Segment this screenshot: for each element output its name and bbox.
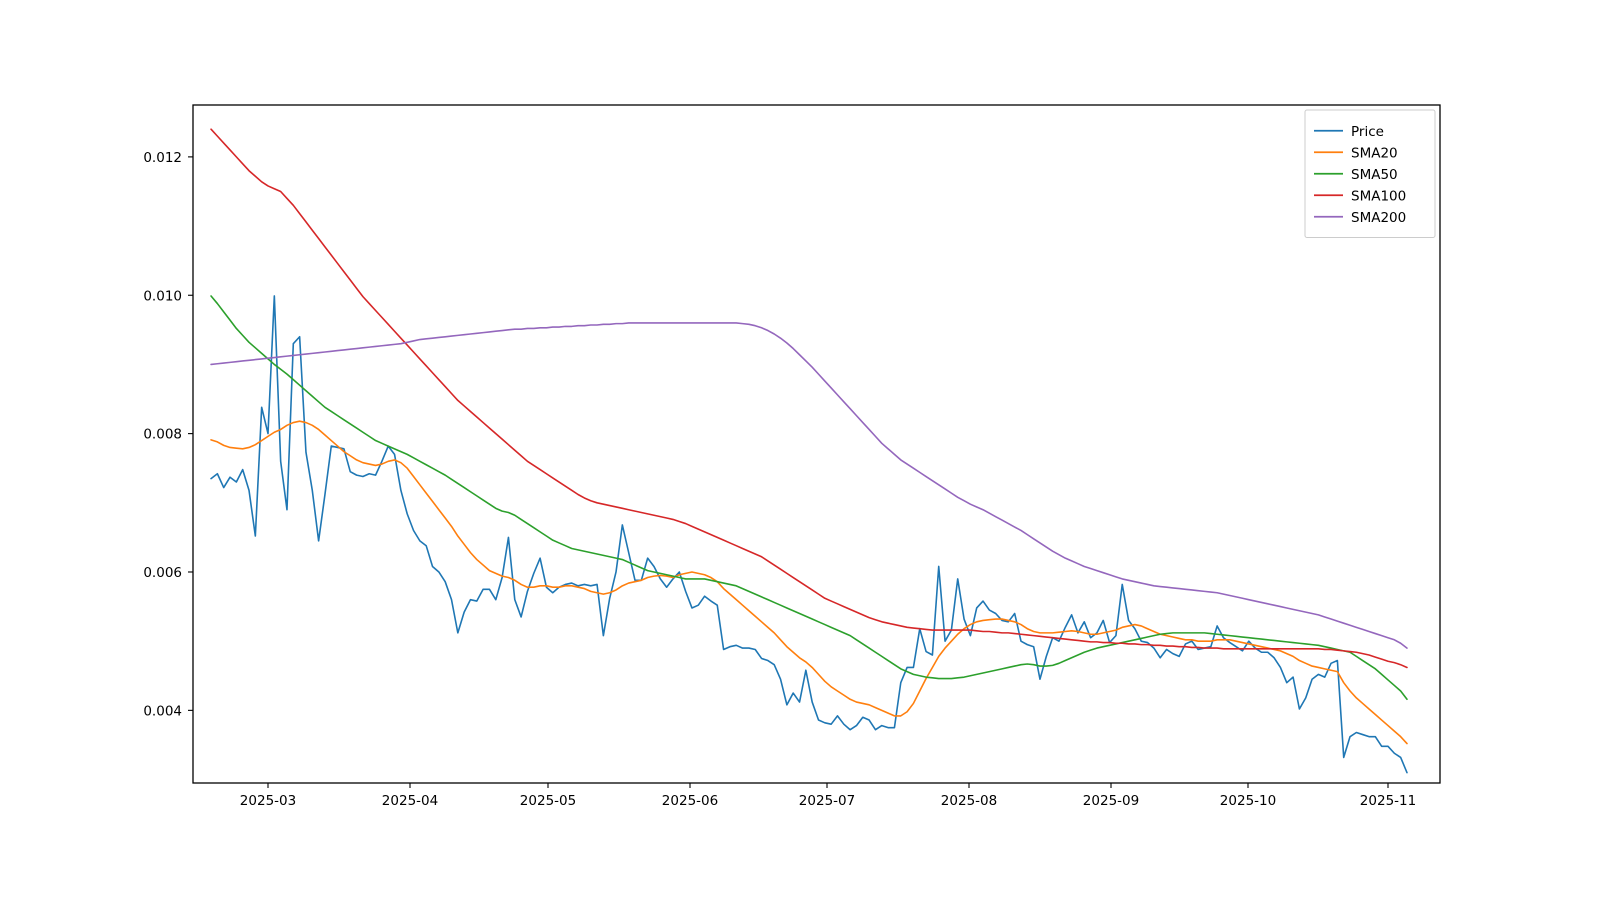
legend-label-sma50: SMA50	[1351, 167, 1398, 183]
series-line-sma50	[210, 295, 1408, 701]
x-tick-label: 2025-05	[520, 793, 576, 809]
series-lines	[210, 128, 1408, 774]
axes-spines	[192, 104, 1441, 784]
x-tick-label: 2025-03	[240, 793, 296, 809]
chart-legend: Price SMA20 SMA50 SMA100 SMA200	[1304, 109, 1436, 238]
x-tick-label: 2025-07	[799, 793, 855, 809]
legend-label-price: Price	[1351, 124, 1384, 140]
series-line-sma200	[210, 322, 1408, 649]
x-tick-label: 2025-09	[1083, 793, 1139, 809]
y-tick-label: 0.010	[143, 288, 182, 304]
x-tick-label: 2025-04	[382, 793, 438, 809]
x-tick-label: 2025-11	[1360, 793, 1416, 809]
series-line-sma100	[210, 128, 1408, 669]
y-tick-label: 0.006	[143, 565, 182, 581]
y-axis-ticks: 0.004 0.006 0.008 0.010 0.012	[143, 150, 193, 719]
legend-box	[1304, 109, 1436, 238]
y-tick-label: 0.004	[143, 703, 182, 719]
x-tick-label: 2025-06	[662, 793, 718, 809]
series-line-sma20	[210, 420, 1408, 745]
legend-label-sma20: SMA20	[1351, 145, 1398, 161]
y-tick-label: 0.008	[143, 427, 182, 443]
x-axis-ticks: 2025-03 2025-04 2025-05 2025-06 2025-07 2025-…	[240, 783, 1416, 809]
plot-background	[193, 105, 1440, 783]
legend-label-sma100: SMA100	[1351, 188, 1406, 204]
x-tick-label: 2025-08	[941, 793, 997, 809]
x-tick-label: 2025-10	[1220, 793, 1276, 809]
legend-label-sma200: SMA200	[1351, 210, 1406, 226]
y-tick-label: 0.012	[143, 150, 182, 166]
